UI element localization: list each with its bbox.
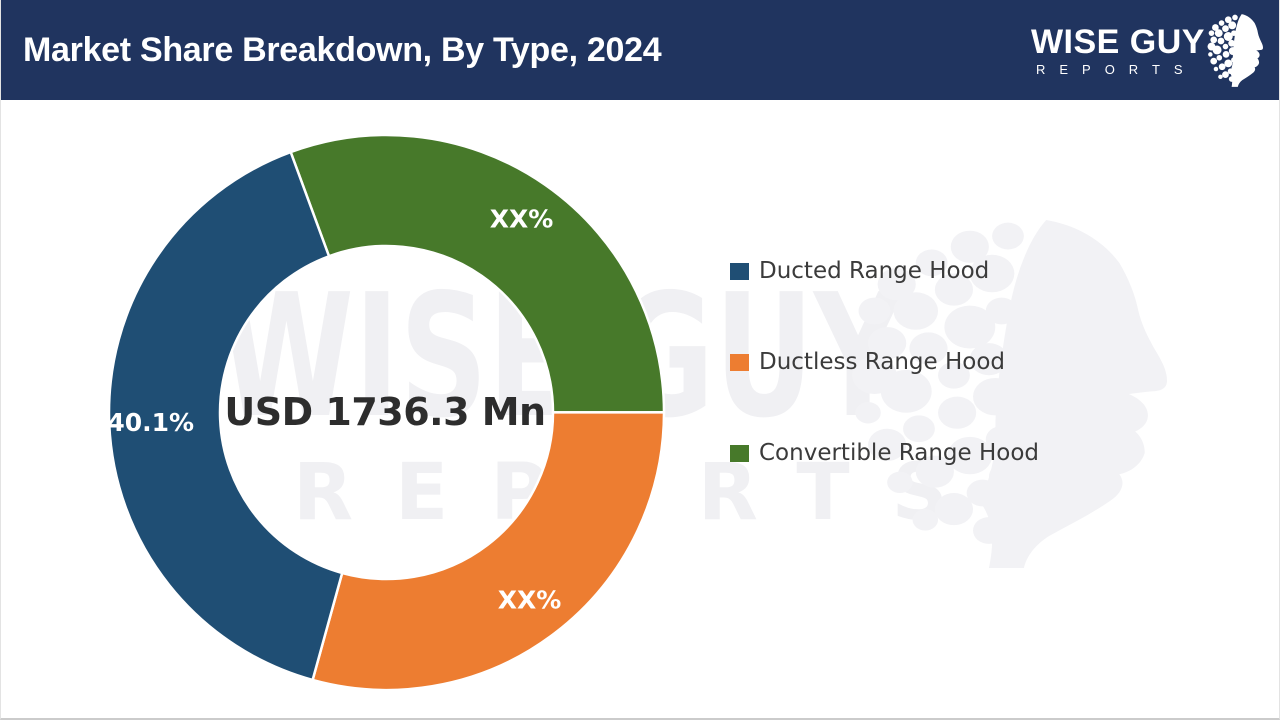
slice-label-ducted-range-hood: 40.1% [107, 408, 194, 437]
logo-face-icon [1207, 13, 1263, 87]
legend-swatch-convertible [730, 444, 749, 462]
chart-title: Market Share Breakdown, By Type, 2024 [23, 30, 662, 69]
legend-label-ducted: Ducted Range Hood [759, 258, 990, 284]
donut-center-label: USD 1736.3 Mn [224, 390, 546, 434]
legend-swatch-ductless [730, 353, 749, 371]
legend-label-convertible: Convertible Range Hood [759, 440, 1040, 466]
legend-item-ducted: Ducted Range Hood [730, 258, 1039, 284]
donut-chart: XX% XX% 40.1% [107, 133, 666, 692]
logo-text-reports: REPORTS [1035, 61, 1197, 77]
legend-swatch-ducted [730, 262, 749, 280]
donut-slice-convertible-range-hood [289, 133, 666, 414]
legend: Ducted Range Hood Ductless Range Hood Co… [730, 258, 1040, 466]
logo-wordmark: WISE GUY REPORTS [1031, 24, 1205, 77]
slice-label-ductless-range-hood: XX% [498, 586, 562, 615]
header: Market Share Breakdown, By Type, 2024 WI… [1, 0, 1279, 100]
legend-label-ductless: Ductless Range Hood [759, 349, 1006, 375]
legend-item-convertible: Convertible Range Hood [730, 440, 1040, 466]
legend-item-ductless: Ductless Range Hood [730, 349, 1039, 375]
donut-slice-ductless-range-hood [311, 411, 666, 692]
wise-guy-logo: WISE GUY REPORTS [1031, 13, 1263, 87]
donut-slice-ducted-range-hood [107, 150, 344, 682]
slice-label-convertible-range-hood: XX% [490, 204, 554, 233]
logo-text-wise-guy: WISE GUY [1030, 22, 1205, 61]
